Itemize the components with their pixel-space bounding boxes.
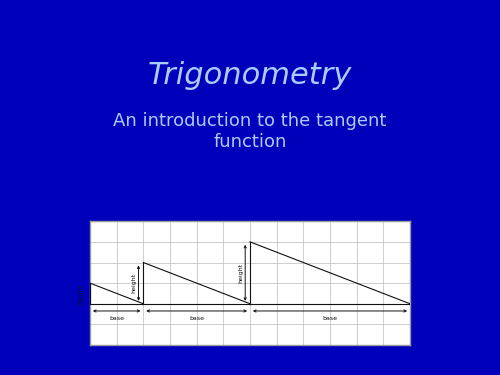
Text: base: base (322, 316, 338, 321)
Text: Trigonometry: Trigonometry (148, 60, 352, 90)
Text: height: height (131, 273, 136, 293)
Text: An introduction to the tangent
function: An introduction to the tangent function (114, 112, 386, 151)
Text: height: height (238, 263, 243, 283)
Text: base: base (109, 316, 124, 321)
Text: base: base (189, 316, 204, 321)
Text: height: height (78, 284, 83, 303)
